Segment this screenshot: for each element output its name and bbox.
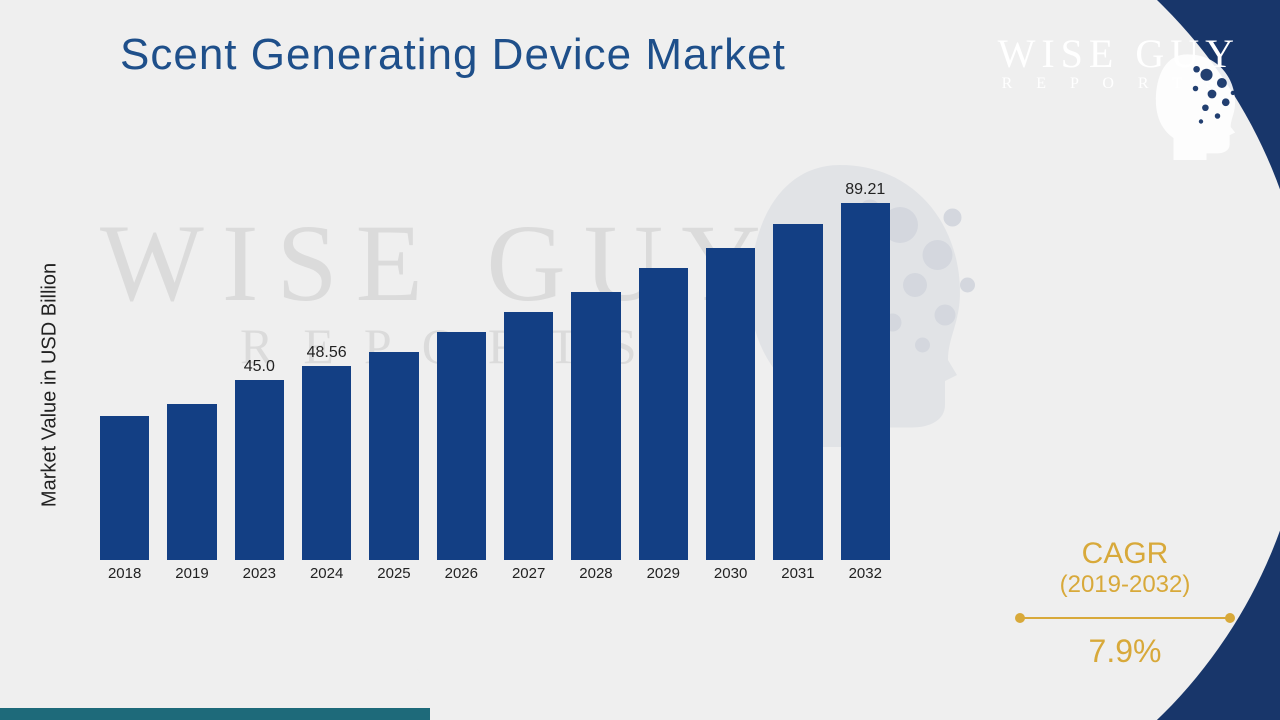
- cagr-range: (2019-2032): [1000, 571, 1250, 599]
- bar: [369, 352, 418, 560]
- bar-value-label: 48.56: [307, 344, 347, 362]
- bar-column: 2026: [437, 310, 486, 560]
- bar: [437, 332, 486, 560]
- bar: [504, 312, 553, 560]
- bar: [706, 248, 755, 560]
- bar-column: 2018: [100, 394, 149, 560]
- accent-strip: [0, 708, 430, 720]
- bar-x-label: 2032: [841, 565, 890, 582]
- bars-container: 2018 2019 45.02023 48.562024 2025 2026 2027 202…: [100, 160, 890, 560]
- bar: [841, 203, 890, 560]
- bar-column: 2019: [167, 382, 216, 560]
- bar-value-label: 45.0: [244, 358, 275, 376]
- bar: [773, 224, 822, 560]
- bar-column: 2030: [706, 226, 755, 560]
- bar-column: 45.02023: [235, 358, 284, 560]
- bar-x-label: 2024: [302, 565, 351, 582]
- bar-column: 2031: [773, 202, 822, 560]
- bar-x-label: 2029: [639, 565, 688, 582]
- logo-head-icon: [1130, 50, 1250, 160]
- bar-x-label: 2018: [100, 565, 149, 582]
- cagr-divider: [1020, 617, 1230, 619]
- cagr-value: 7.9%: [1000, 633, 1250, 670]
- bar: [639, 268, 688, 560]
- bar-x-label: 2030: [706, 565, 755, 582]
- bar-x-label: 2031: [773, 565, 822, 582]
- bar-x-label: 2019: [167, 565, 216, 582]
- bar: [302, 366, 351, 560]
- brand-logo: WISE GUY R E P O R T S: [998, 30, 1240, 93]
- bar-column: 2029: [639, 246, 688, 560]
- cagr-box: CAGR (2019-2032) 7.9%: [1000, 537, 1250, 670]
- bar-column: 2025: [369, 330, 418, 560]
- bar-x-label: 2028: [571, 565, 620, 582]
- bar-value-label: 89.21: [845, 181, 885, 199]
- y-axis-label: Market Value in USD Billion: [39, 263, 62, 507]
- bar-column: 89.212032: [841, 181, 890, 560]
- bar-x-label: 2027: [504, 565, 553, 582]
- stage: WISE GUY REPORTS Scent Generating Device…: [0, 0, 1280, 720]
- bar-column: 48.562024: [302, 344, 351, 560]
- bar-x-label: 2023: [235, 565, 284, 582]
- bar-column: 2027: [504, 290, 553, 560]
- bar: [167, 404, 216, 560]
- bar: [100, 416, 149, 560]
- cagr-title: CAGR: [1000, 537, 1250, 571]
- bar-chart: Market Value in USD Billion 2018201945.0…: [60, 160, 890, 610]
- chart-title: Scent Generating Device Market: [120, 30, 786, 80]
- bar-x-label: 2025: [369, 565, 418, 582]
- plot-area: 2018201945.0202348.562024202520262027202…: [100, 160, 890, 580]
- bar-column: 2028: [571, 270, 620, 560]
- bar: [571, 292, 620, 560]
- bar: [235, 380, 284, 560]
- bar-x-label: 2026: [437, 565, 486, 582]
